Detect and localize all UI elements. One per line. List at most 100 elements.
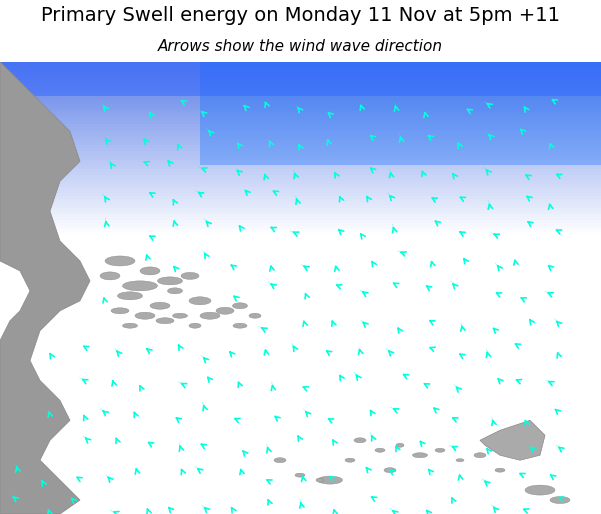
Bar	[0, 178, 601, 181]
Ellipse shape	[100, 272, 120, 280]
Bar	[0, 214, 601, 217]
Bar	[0, 88, 601, 91]
Bar	[0, 59, 601, 62]
Bar	[0, 95, 601, 98]
Ellipse shape	[435, 448, 445, 452]
Bar	[0, 142, 601, 145]
Ellipse shape	[354, 438, 366, 443]
Ellipse shape	[456, 458, 464, 462]
Bar	[0, 190, 601, 193]
Bar	[0, 70, 601, 74]
Ellipse shape	[550, 497, 570, 504]
Bar	[0, 62, 601, 65]
Bar	[0, 154, 601, 157]
Ellipse shape	[135, 312, 155, 319]
Bar	[0, 217, 601, 220]
Bar	[0, 145, 601, 149]
Ellipse shape	[157, 277, 183, 285]
Bar	[0, 109, 601, 113]
Bar	[0, 124, 601, 127]
Bar	[0, 113, 601, 116]
Ellipse shape	[474, 453, 486, 457]
Bar	[0, 160, 601, 163]
Bar	[0, 106, 601, 109]
Bar	[0, 169, 601, 172]
Ellipse shape	[384, 468, 396, 473]
Bar	[0, 181, 601, 184]
Bar	[0, 101, 601, 103]
Ellipse shape	[233, 303, 248, 309]
Bar	[0, 151, 601, 154]
Bar	[0, 139, 601, 142]
Ellipse shape	[316, 478, 324, 482]
Bar	[0, 83, 601, 86]
Ellipse shape	[345, 458, 355, 462]
Text: Primary Swell energy on Monday 11 Nov at 5pm +11: Primary Swell energy on Monday 11 Nov at…	[41, 6, 560, 25]
Ellipse shape	[249, 313, 261, 318]
Ellipse shape	[118, 292, 142, 300]
Bar	[0, 184, 601, 187]
Bar	[0, 175, 601, 178]
Bar	[0, 116, 601, 118]
Bar	[0, 193, 601, 196]
Bar	[0, 121, 601, 124]
Bar	[0, 229, 601, 232]
Bar	[0, 74, 601, 77]
Ellipse shape	[412, 453, 427, 457]
Bar	[0, 131, 601, 134]
Ellipse shape	[111, 308, 129, 314]
Ellipse shape	[123, 281, 157, 291]
Bar	[0, 98, 601, 101]
Bar	[0, 205, 601, 208]
Ellipse shape	[295, 473, 305, 477]
Bar	[0, 232, 601, 235]
Bar	[0, 118, 601, 121]
Bar	[0, 77, 601, 80]
Bar	[0, 167, 601, 169]
Bar	[0, 163, 601, 167]
Ellipse shape	[317, 476, 343, 484]
Text: Arrows show the wind wave direction: Arrows show the wind wave direction	[158, 39, 443, 54]
Ellipse shape	[123, 323, 138, 328]
Bar	[0, 208, 601, 211]
Bar	[0, 226, 601, 229]
Ellipse shape	[181, 272, 199, 280]
Bar	[0, 220, 601, 223]
Bar	[0, 202, 601, 205]
Bar	[0, 223, 601, 226]
Bar	[0, 211, 601, 214]
Ellipse shape	[105, 256, 135, 266]
Bar	[0, 68, 601, 70]
Bar	[0, 149, 601, 151]
Ellipse shape	[168, 288, 183, 294]
Polygon shape	[480, 420, 545, 460]
Bar	[0, 172, 601, 175]
Bar	[0, 136, 601, 139]
Bar	[0, 196, 601, 199]
Bar	[0, 86, 601, 88]
Ellipse shape	[140, 267, 160, 275]
Ellipse shape	[396, 443, 404, 447]
Ellipse shape	[525, 485, 555, 495]
Bar	[0, 187, 601, 190]
Ellipse shape	[150, 302, 170, 309]
Ellipse shape	[216, 307, 234, 314]
Bar	[0, 62, 601, 96]
Polygon shape	[0, 62, 90, 514]
Bar	[0, 127, 601, 131]
Bar	[0, 235, 601, 238]
Ellipse shape	[233, 323, 247, 328]
Bar	[200, 62, 601, 166]
Bar	[0, 80, 601, 83]
Ellipse shape	[189, 297, 211, 305]
Bar	[0, 157, 601, 160]
Ellipse shape	[200, 312, 220, 319]
Ellipse shape	[189, 323, 201, 328]
Ellipse shape	[274, 457, 286, 463]
Ellipse shape	[172, 313, 188, 318]
Ellipse shape	[156, 318, 174, 324]
Ellipse shape	[495, 468, 505, 472]
Ellipse shape	[375, 448, 385, 452]
Bar	[0, 134, 601, 136]
Bar	[0, 199, 601, 202]
